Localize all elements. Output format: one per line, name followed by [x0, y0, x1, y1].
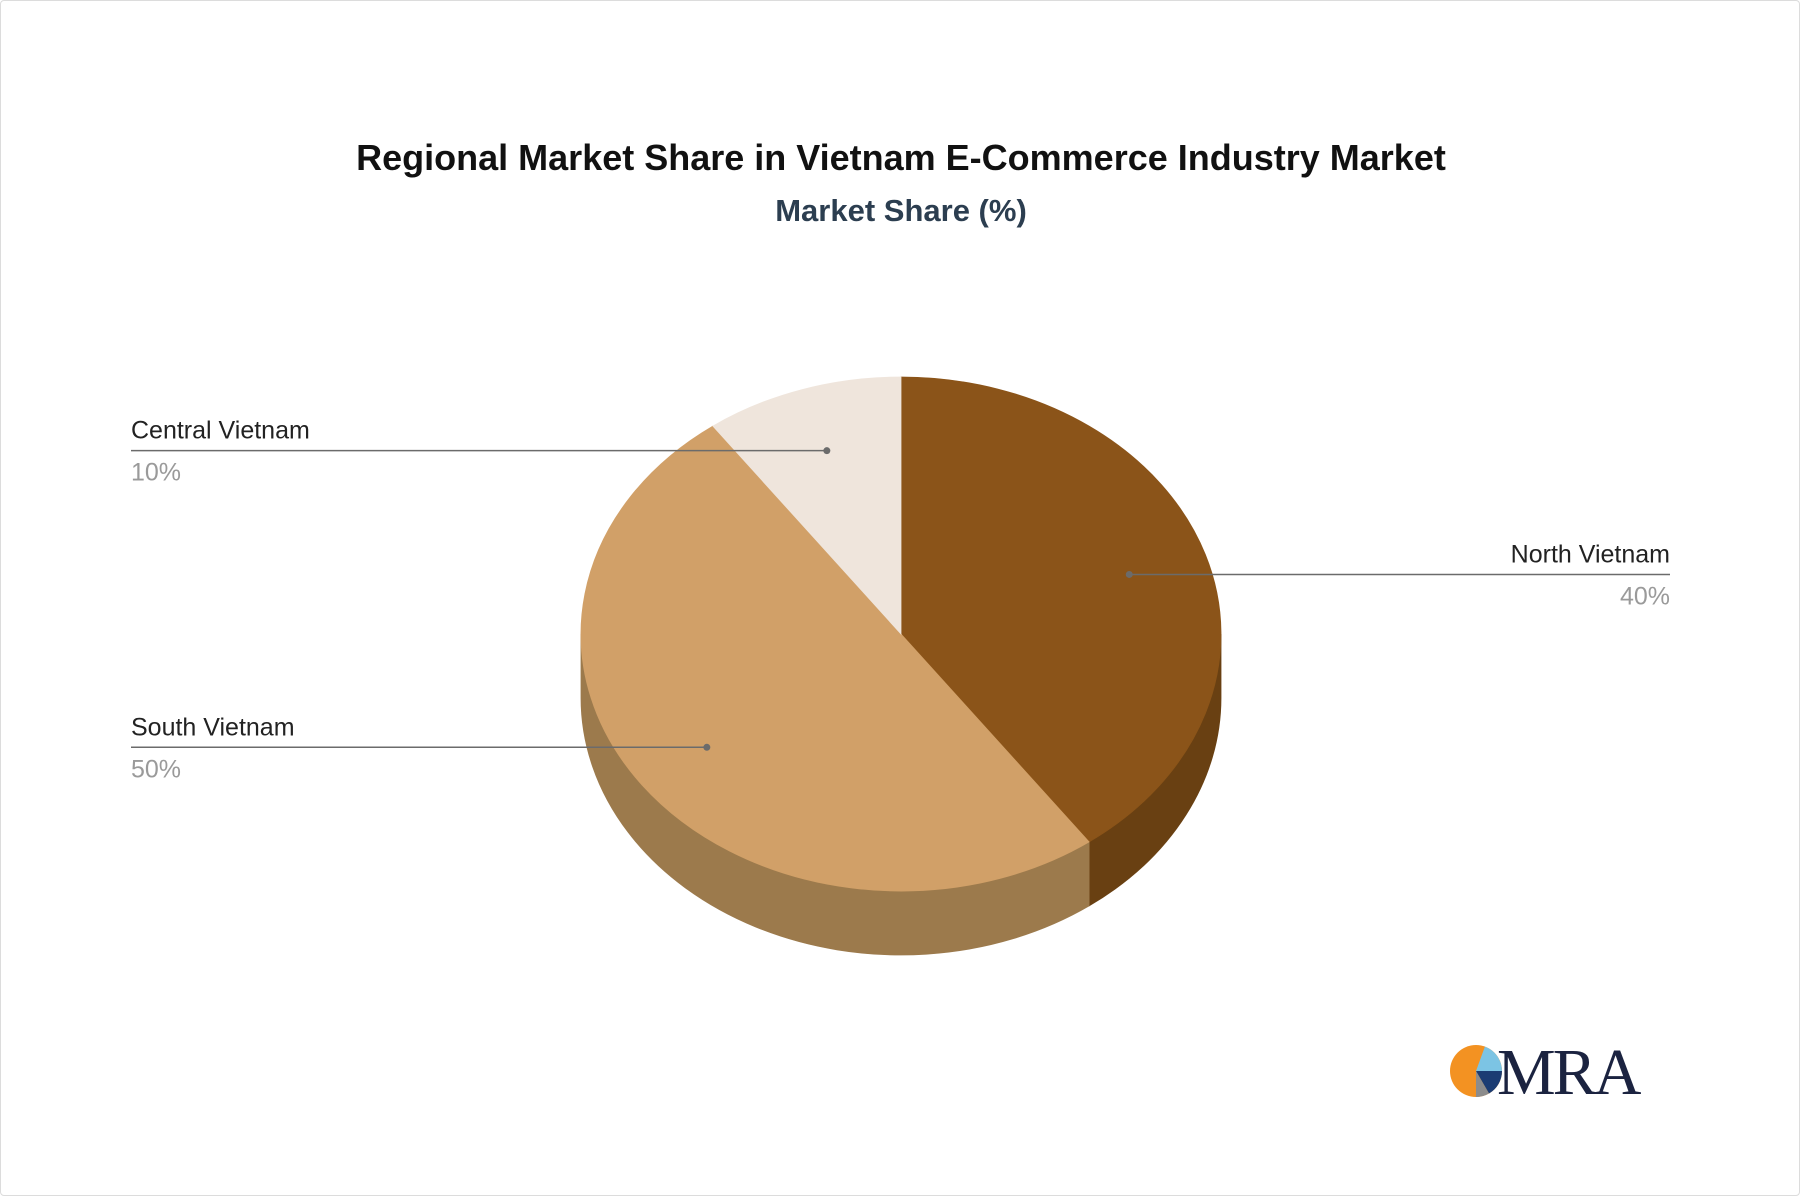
logo: MRA	[1450, 1036, 1645, 1109]
chart-subtitle: Market Share (%)	[775, 193, 1027, 228]
pie-tops	[580, 376, 1222, 892]
pie-leaders	[131, 447, 1670, 751]
slice-value-label-south-vietnam: 50%	[131, 755, 181, 783]
leader-dot-south-vietnam	[703, 743, 711, 751]
slice-label-central-vietnam: Central Vietnam	[131, 417, 310, 445]
slice-label-south-vietnam: South Vietnam	[131, 713, 295, 741]
logo-mark-icon	[1450, 1045, 1502, 1097]
pie-slice-south-vietnam	[580, 425, 1090, 892]
slice-value-label-north-vietnam: 40%	[1620, 582, 1670, 610]
pie-slice-central-vietnam	[712, 376, 902, 636]
leader-dot-central-vietnam	[823, 447, 831, 455]
leader-dot-north-vietnam	[1125, 570, 1133, 578]
pie-slice-north-vietnam	[900, 376, 1222, 843]
chart-title: Regional Market Share in Vietnam E-Comme…	[356, 137, 1446, 178]
slice-label-north-vietnam: North Vietnam	[1511, 540, 1670, 568]
slice-value-label-central-vietnam: 10%	[131, 459, 181, 487]
pie-labels: North Vietnam 40% South Vietnam 50% Central …	[131, 417, 1670, 784]
logo-text: MRA	[1497, 1036, 1642, 1109]
